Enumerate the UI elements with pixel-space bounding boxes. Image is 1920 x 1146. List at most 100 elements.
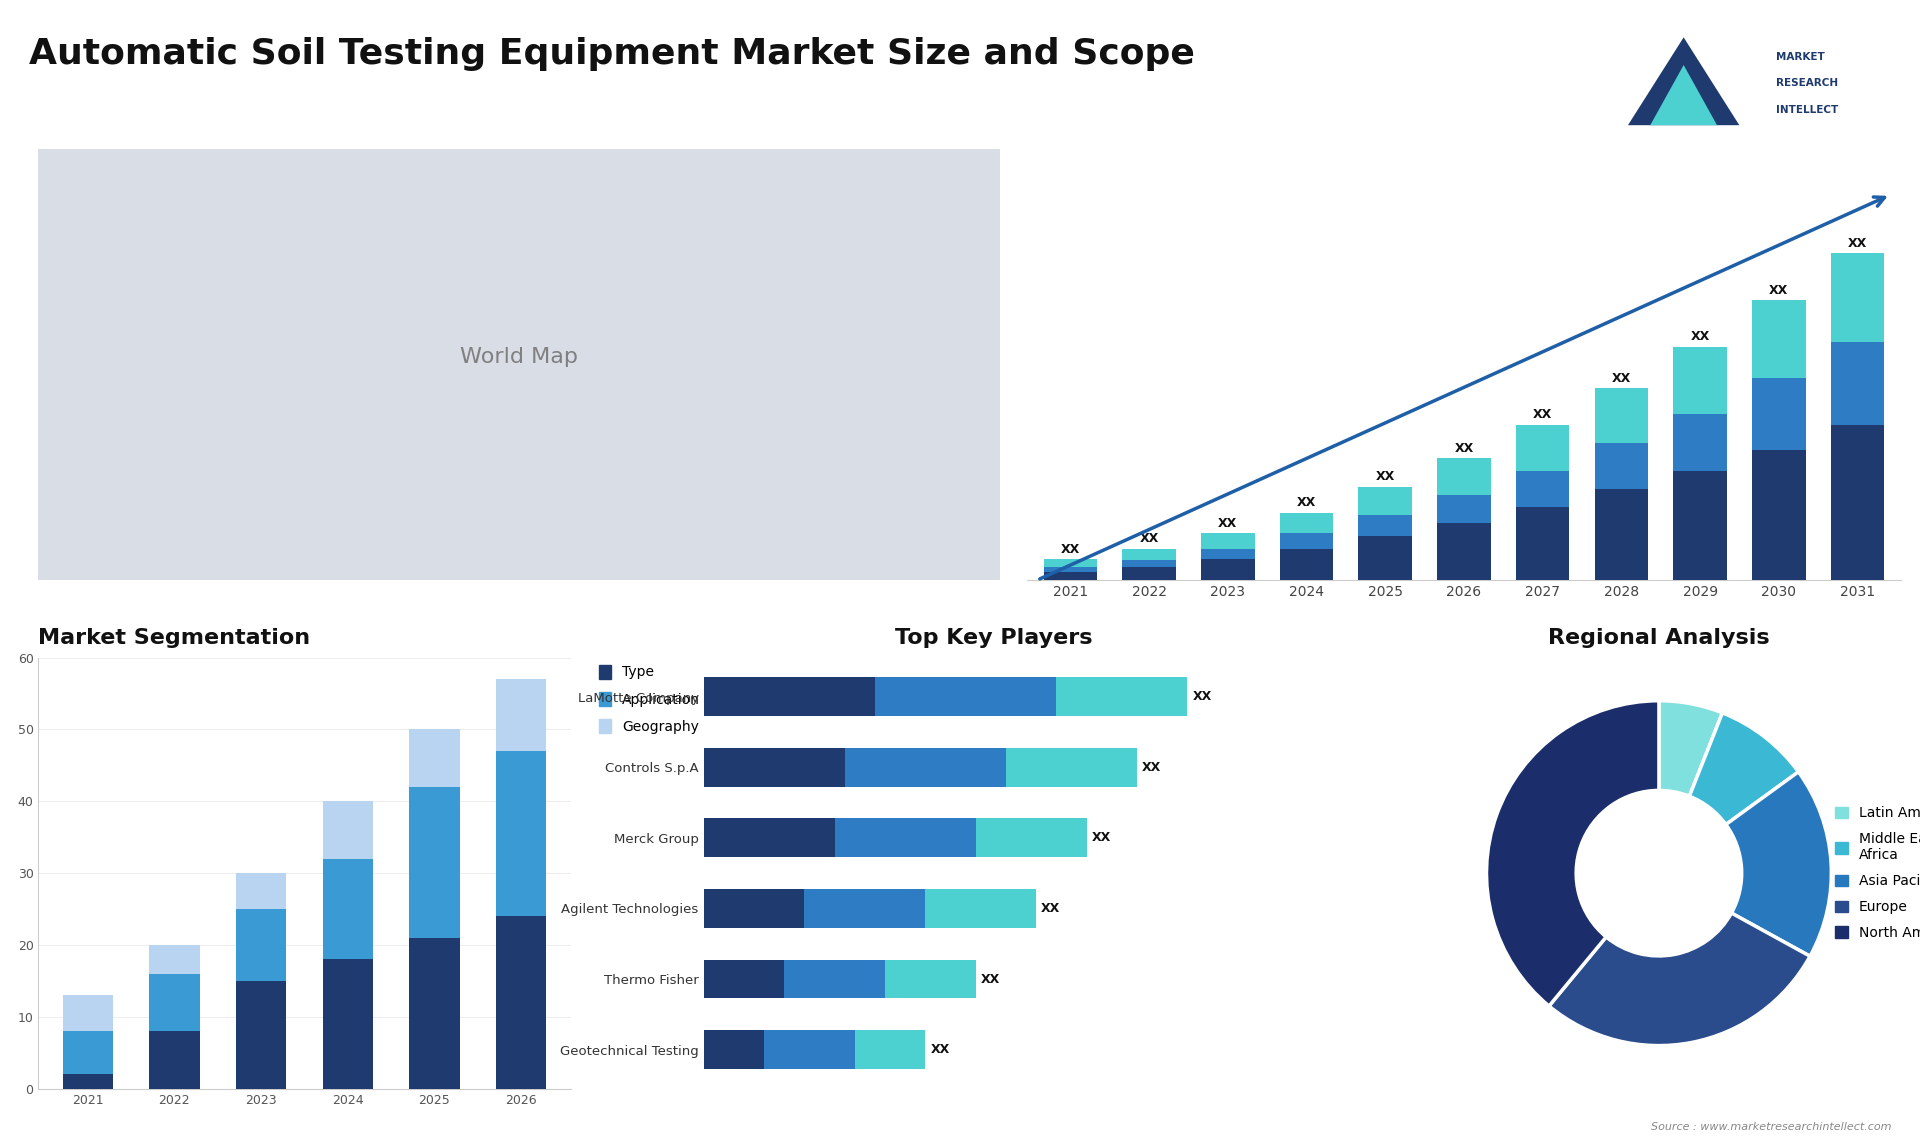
Bar (63, 1031, 113, 1074)
Wedge shape (1486, 700, 1659, 1006)
Text: XX: XX (1690, 330, 1709, 343)
Bar (1438, 495, 1490, 523)
Wedge shape (1690, 713, 1799, 824)
Bar (1438, 523, 1490, 580)
Legend: Latin America, Middle East &
Africa, Asia Pacific, Europe, North America: Latin America, Middle East & Africa, Asi… (1830, 801, 1920, 945)
Bar (975, 818, 1087, 857)
Bar (323, 959, 372, 1089)
Bar (1596, 388, 1647, 442)
Bar (703, 818, 835, 857)
Text: Automatic Soil Testing Equipment Market Size and Scope: Automatic Soil Testing Equipment Market … (29, 37, 1194, 71)
Bar (1832, 342, 1884, 424)
Bar (495, 680, 547, 751)
Bar (323, 858, 372, 959)
Bar (1832, 424, 1884, 580)
Bar (236, 873, 286, 909)
Bar (1281, 512, 1332, 533)
Legend: Type, Application, Geography: Type, Application, Geography (599, 665, 701, 733)
Text: XX: XX (1060, 543, 1079, 556)
Wedge shape (1726, 771, 1832, 956)
Text: INTELLECT: INTELLECT (1776, 104, 1837, 115)
Text: World Map: World Map (461, 347, 578, 367)
Bar (1123, 567, 1175, 580)
Text: XX: XX (1139, 532, 1158, 545)
Text: Market Segmentation: Market Segmentation (38, 628, 311, 647)
Bar (1359, 536, 1411, 580)
Polygon shape (1649, 65, 1716, 125)
Bar (703, 959, 783, 998)
Text: XX: XX (1092, 831, 1112, 845)
Wedge shape (1549, 913, 1811, 1045)
Bar (1753, 378, 1805, 450)
Bar (236, 981, 286, 1089)
Bar (63, 996, 113, 1031)
Bar (1044, 559, 1096, 567)
Bar (835, 818, 975, 857)
Text: XX: XX (1192, 690, 1212, 704)
Bar (845, 748, 1006, 786)
Bar (804, 889, 925, 928)
Bar (1832, 253, 1884, 342)
Bar (236, 909, 286, 981)
Bar (1517, 471, 1569, 508)
Bar (1674, 414, 1726, 471)
Bar (925, 889, 1037, 928)
Bar (783, 959, 885, 998)
Text: XX: XX (1532, 408, 1551, 421)
Text: XX: XX (1142, 761, 1162, 774)
Bar (63, 1074, 113, 1089)
Bar (885, 959, 975, 998)
Polygon shape (1628, 38, 1740, 125)
Text: Source : www.marketresearchintellect.com: Source : www.marketresearchintellect.com (1651, 1122, 1891, 1132)
Bar (1596, 442, 1647, 489)
Bar (1044, 567, 1096, 572)
Text: XX: XX (1041, 902, 1060, 915)
Text: MARKET: MARKET (1776, 52, 1824, 62)
Text: XX: XX (981, 973, 1000, 986)
Bar (703, 1030, 764, 1069)
Bar (1044, 572, 1096, 580)
Bar (876, 677, 1056, 716)
Bar (1202, 549, 1254, 559)
Bar (1438, 458, 1490, 495)
Text: XX: XX (1847, 237, 1866, 250)
Bar (764, 1030, 854, 1069)
Text: XX: XX (1217, 517, 1236, 529)
Bar (703, 889, 804, 928)
Bar (1674, 347, 1726, 414)
Bar (150, 1031, 200, 1089)
Bar (150, 945, 200, 974)
Text: XX: XX (931, 1043, 950, 1057)
Title: Top Key Players: Top Key Players (895, 628, 1092, 647)
Text: XX: XX (1296, 496, 1315, 509)
Bar (1359, 516, 1411, 536)
Bar (323, 801, 372, 858)
Bar (1281, 549, 1332, 580)
Bar (1202, 533, 1254, 549)
Bar (1281, 533, 1332, 549)
Bar (409, 937, 459, 1089)
Bar (495, 751, 547, 917)
Bar (409, 787, 459, 937)
Text: XX: XX (1611, 371, 1630, 385)
Text: RESEARCH: RESEARCH (1776, 78, 1837, 88)
Bar (1753, 300, 1805, 378)
Bar (1006, 748, 1137, 786)
Text: XX: XX (1375, 470, 1394, 484)
Bar (1123, 560, 1175, 567)
Bar (703, 748, 845, 786)
Bar (1056, 677, 1187, 716)
Text: XX: XX (1453, 441, 1473, 455)
Bar (1123, 549, 1175, 560)
Bar (1202, 559, 1254, 580)
Bar (1674, 471, 1726, 580)
Bar (1517, 508, 1569, 580)
Bar (1517, 424, 1569, 471)
Bar (1359, 487, 1411, 516)
Bar (1753, 450, 1805, 580)
Bar (495, 917, 547, 1089)
Wedge shape (1659, 700, 1722, 796)
Title: Regional Analysis: Regional Analysis (1548, 628, 1770, 647)
Bar (854, 1030, 925, 1069)
Bar (409, 730, 459, 787)
